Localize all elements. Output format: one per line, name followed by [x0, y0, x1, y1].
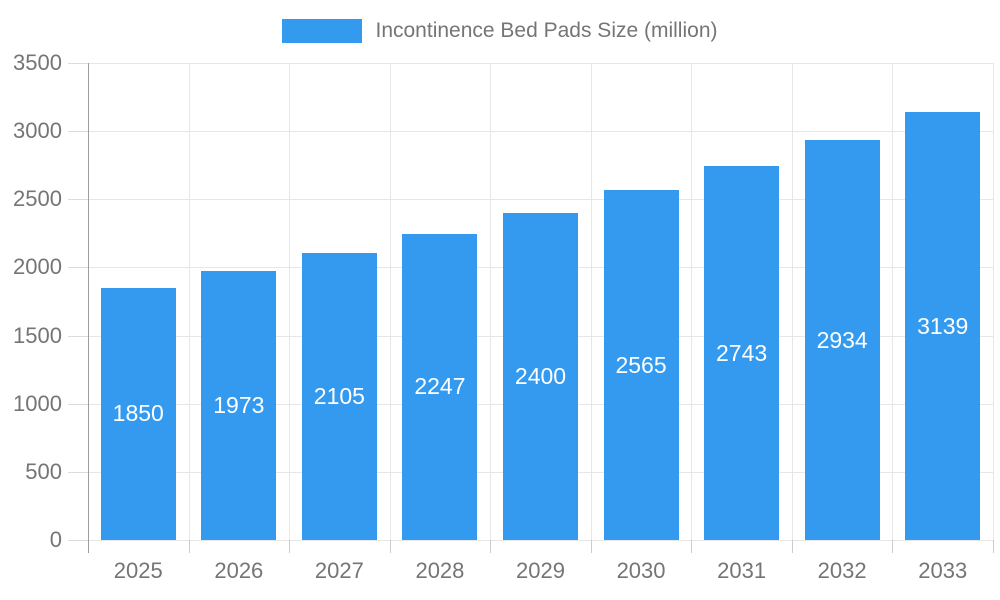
x-axis-tick-label: 2030 — [616, 558, 666, 583]
gridline-horizontal — [88, 131, 993, 133]
bar[interactable]: 2934 — [804, 140, 880, 540]
gridline-vertical — [188, 63, 190, 540]
y-axis-tick-label: 2500 — [13, 186, 62, 212]
gridline-vertical — [691, 63, 693, 540]
bar[interactable]: 2400 — [503, 212, 578, 540]
gridline-vertical — [590, 63, 592, 540]
x-axis-tick-label: 2033 — [918, 558, 968, 583]
bar[interactable]: 3139 — [905, 112, 981, 540]
x-axis-tick — [691, 540, 693, 553]
x-axis-tick-label: 2027 — [314, 558, 364, 583]
x-axis-tick — [389, 540, 391, 553]
y-axis-tick — [68, 471, 88, 473]
y-axis-tick-label: 3500 — [13, 50, 62, 75]
gridline-horizontal — [88, 63, 993, 64]
bar[interactable]: 2247 — [402, 233, 478, 540]
x-axis-tick-label: 2025 — [113, 558, 163, 583]
y-axis-tick-label: 1000 — [13, 390, 62, 416]
gridline-vertical — [389, 63, 391, 540]
bar[interactable]: 2743 — [704, 166, 780, 540]
gridline-vertical — [289, 63, 291, 540]
bar[interactable]: 1850 — [100, 287, 176, 540]
legend-label: Incontinence Bed Pads Size (million) — [375, 19, 718, 42]
y-axis-tick-label: 0 — [49, 527, 62, 552]
y-axis-tick-label: 1500 — [13, 322, 62, 348]
legend[interactable]: Incontinence Bed Pads Size (million) — [0, 16, 1000, 46]
x-axis-tick-label: 2028 — [415, 558, 465, 583]
bar[interactable]: 2105 — [301, 253, 377, 540]
x-axis-tick — [188, 540, 190, 553]
legend-swatch-icon — [282, 19, 363, 43]
gridline-vertical — [791, 63, 793, 540]
y-axis-tick-label: 500 — [25, 458, 62, 484]
gridline-vertical — [892, 63, 894, 540]
y-axis-tick — [68, 403, 88, 405]
bar-value-label: 2743 — [716, 339, 768, 366]
y-axis-tick — [68, 63, 88, 64]
bar-value-label: 3139 — [917, 312, 969, 339]
bar-value-label: 2105 — [313, 383, 365, 410]
y-axis-tick — [68, 267, 88, 269]
bar[interactable]: 1973 — [201, 271, 277, 540]
bar-value-label: 2247 — [414, 373, 466, 400]
x-axis-tick — [791, 540, 793, 553]
x-axis-tick — [590, 540, 592, 553]
bar[interactable]: 2565 — [603, 190, 679, 540]
x-axis-tick — [490, 540, 492, 553]
gridline-vertical — [490, 63, 492, 540]
bar-value-label: 2934 — [816, 326, 868, 353]
x-axis-tick-label: 2031 — [717, 558, 767, 583]
bar-value-label: 1850 — [112, 400, 164, 427]
y-axis-line — [88, 63, 89, 553]
x-axis-tick — [289, 540, 291, 553]
bar-value-label: 2400 — [514, 362, 567, 389]
x-axis-tick-label: 2026 — [214, 558, 264, 583]
bar-value-label: 1973 — [213, 392, 265, 419]
y-axis-tick — [68, 199, 88, 201]
bar-value-label: 2565 — [615, 351, 667, 378]
x-axis-tick — [993, 540, 994, 553]
gridline-horizontal — [88, 199, 993, 201]
gridline-horizontal — [88, 540, 993, 541]
y-axis-tick-label: 2000 — [13, 254, 62, 280]
y-axis-tick-label: 3000 — [13, 118, 62, 144]
y-axis-tick — [68, 131, 88, 133]
gridline-vertical — [993, 63, 994, 540]
y-axis-tick — [68, 540, 88, 541]
x-axis-tick-label: 2032 — [817, 558, 867, 583]
x-axis-tick — [892, 540, 894, 553]
x-axis-tick-label: 2029 — [516, 558, 565, 583]
y-axis-tick — [68, 335, 88, 337]
